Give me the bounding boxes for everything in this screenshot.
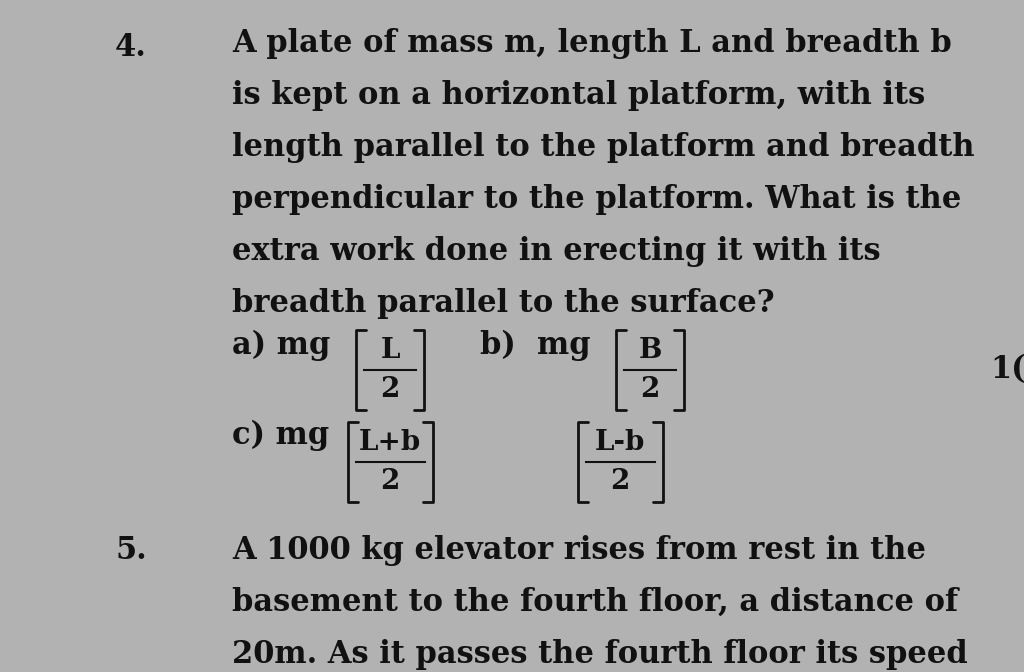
Text: length parallel to the platform and breadth: length parallel to the platform and brea… (232, 132, 975, 163)
Text: 2: 2 (640, 376, 659, 403)
Text: B: B (638, 337, 662, 364)
Text: L+b: L+b (358, 429, 421, 456)
Text: breadth parallel to the surface?: breadth parallel to the surface? (232, 288, 774, 319)
Text: 1(: 1( (990, 355, 1024, 386)
Text: 4.: 4. (115, 32, 146, 63)
Text: basement to the fourth floor, a distance of: basement to the fourth floor, a distance… (232, 587, 958, 618)
Text: 2: 2 (610, 468, 630, 495)
Text: 5.: 5. (115, 535, 146, 566)
Text: A plate of mass m, length L and breadth b: A plate of mass m, length L and breadth … (232, 28, 951, 59)
Text: c) mg: c) mg (232, 420, 330, 451)
Text: 2: 2 (380, 468, 399, 495)
Text: a) mg: a) mg (232, 330, 331, 362)
Text: 20m. As it passes the fourth floor its speed: 20m. As it passes the fourth floor its s… (232, 639, 968, 670)
Text: extra work done in erecting it with its: extra work done in erecting it with its (232, 236, 881, 267)
Text: b)  mg: b) mg (480, 330, 591, 362)
Text: is kept on a horizontal platform, with its: is kept on a horizontal platform, with i… (232, 80, 926, 111)
Text: L: L (380, 337, 399, 364)
Text: A 1000 kg elevator rises from rest in the: A 1000 kg elevator rises from rest in th… (232, 535, 926, 566)
Text: perpendicular to the platform. What is the: perpendicular to the platform. What is t… (232, 184, 962, 215)
Text: L-b: L-b (595, 429, 645, 456)
Text: 2: 2 (380, 376, 399, 403)
